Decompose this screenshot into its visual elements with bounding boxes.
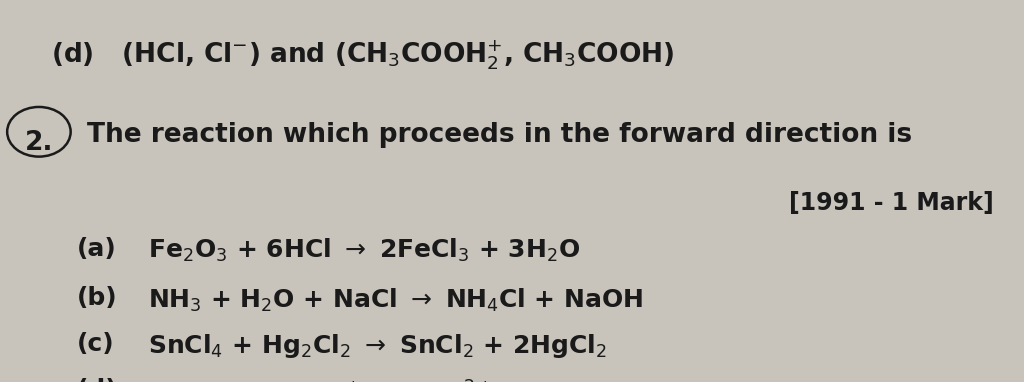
Text: NH$_3$ + H$_2$O + NaCl $\rightarrow$ NH$_4$Cl + NaOH: NH$_3$ + H$_2$O + NaCl $\rightarrow$ NH$… — [148, 286, 644, 314]
Text: [1991 - 1 Mark]: [1991 - 1 Mark] — [788, 191, 993, 215]
Text: SnCl$_4$ + Hg$_2$Cl$_2$ $\rightarrow$ SnCl$_2$ + 2HgCl$_2$: SnCl$_4$ + Hg$_2$Cl$_2$ $\rightarrow$ Sn… — [148, 332, 607, 360]
Text: (c): (c) — [77, 332, 115, 356]
Text: The reaction which proceeds in the forward direction is: The reaction which proceeds in the forwa… — [87, 122, 912, 148]
Text: Fe$_2$O$_3$ + 6HCl $\rightarrow$ 2FeCl$_3$ + 3H$_2$O: Fe$_2$O$_3$ + 6HCl $\rightarrow$ 2FeCl$_… — [148, 237, 581, 264]
Text: (d)   (HCl, Cl$^{-}$) and (CH$_3$COOH$_2^{+}$, CH$_3$COOH): (d) (HCl, Cl$^{-}$) and (CH$_3$COOH$_2^{… — [51, 38, 675, 72]
Text: (a): (a) — [77, 237, 117, 261]
Text: 2.: 2. — [25, 130, 53, 156]
Text: (b): (b) — [77, 286, 118, 311]
Text: (d): (d) — [77, 378, 118, 382]
Text: 2CuI + I$_2$ + 4K$^{+}$ $\rightarrow$ 2Cu$^{2+}$ + 4KI: 2CuI + I$_2$ + 4K$^{+}$ $\rightarrow$ 2C… — [148, 378, 581, 382]
